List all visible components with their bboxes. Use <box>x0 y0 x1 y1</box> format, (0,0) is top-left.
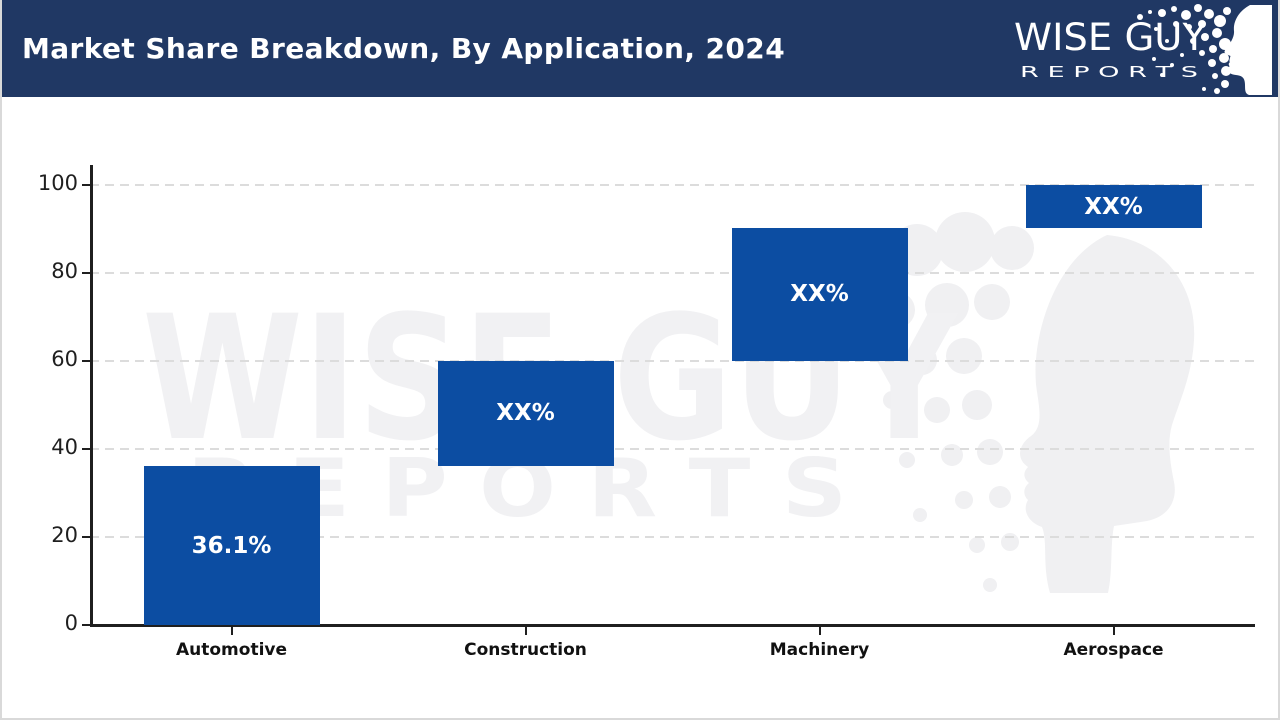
category-label-machinery: Machinery <box>769 640 870 660</box>
bar-automotive: 36.1% <box>143 466 320 625</box>
ytick-mark-60 <box>82 360 90 362</box>
xtick-mark-2 <box>818 627 821 635</box>
watermark-face-icon <box>845 212 1195 593</box>
ytick-mark-100 <box>82 184 90 186</box>
xtick-mark-1 <box>524 627 527 635</box>
header-bar: Market Share Breakdown, By Application, … <box>2 0 1278 97</box>
bar-value-label-construction: XX% <box>496 400 555 427</box>
ytick-label-0: 0 <box>64 611 78 635</box>
category-label-construction: Construction <box>464 640 587 660</box>
ytick-label-20: 20 <box>51 523 78 547</box>
ytick-label-40: 40 <box>51 435 78 459</box>
xtick-mark-0 <box>230 627 233 635</box>
gridline-y100 <box>90 184 1255 186</box>
ytick-mark-0 <box>82 624 90 626</box>
ytick-label-60: 60 <box>51 347 78 371</box>
bar-value-label-machinery: XX% <box>790 281 849 308</box>
gridline-y60 <box>90 360 1255 362</box>
bar-aerospace: XX% <box>1025 185 1202 229</box>
logo-text-reports: R E P O R T S <box>1020 63 1198 81</box>
bar-construction: XX% <box>437 360 614 467</box>
bar-value-label-automotive: 36.1% <box>191 532 272 559</box>
logo-face-icon <box>1137 3 1272 95</box>
ytick-mark-40 <box>82 448 90 450</box>
ytick-label-100: 100 <box>37 171 78 195</box>
bar-value-label-aerospace: XX% <box>1084 193 1143 220</box>
y-axis-spine <box>90 165 93 627</box>
x-axis-line <box>90 624 1255 627</box>
xtick-mark-3 <box>1112 627 1115 635</box>
page-title: Market Share Breakdown, By Application, … <box>22 32 786 65</box>
ytick-mark-80 <box>82 272 90 274</box>
wise-guy-logo: WISE GUY R E P O R T S <box>1014 3 1272 95</box>
category-label-aerospace: Aerospace <box>1063 640 1164 660</box>
gridline-y40 <box>90 448 1255 450</box>
bar-machinery: XX% <box>731 228 908 361</box>
ytick-mark-20 <box>82 536 90 538</box>
gridline-y80 <box>90 272 1255 274</box>
ytick-label-80: 80 <box>51 259 78 283</box>
gridline-y20 <box>90 536 1255 538</box>
category-label-automotive: Automotive <box>175 640 288 660</box>
